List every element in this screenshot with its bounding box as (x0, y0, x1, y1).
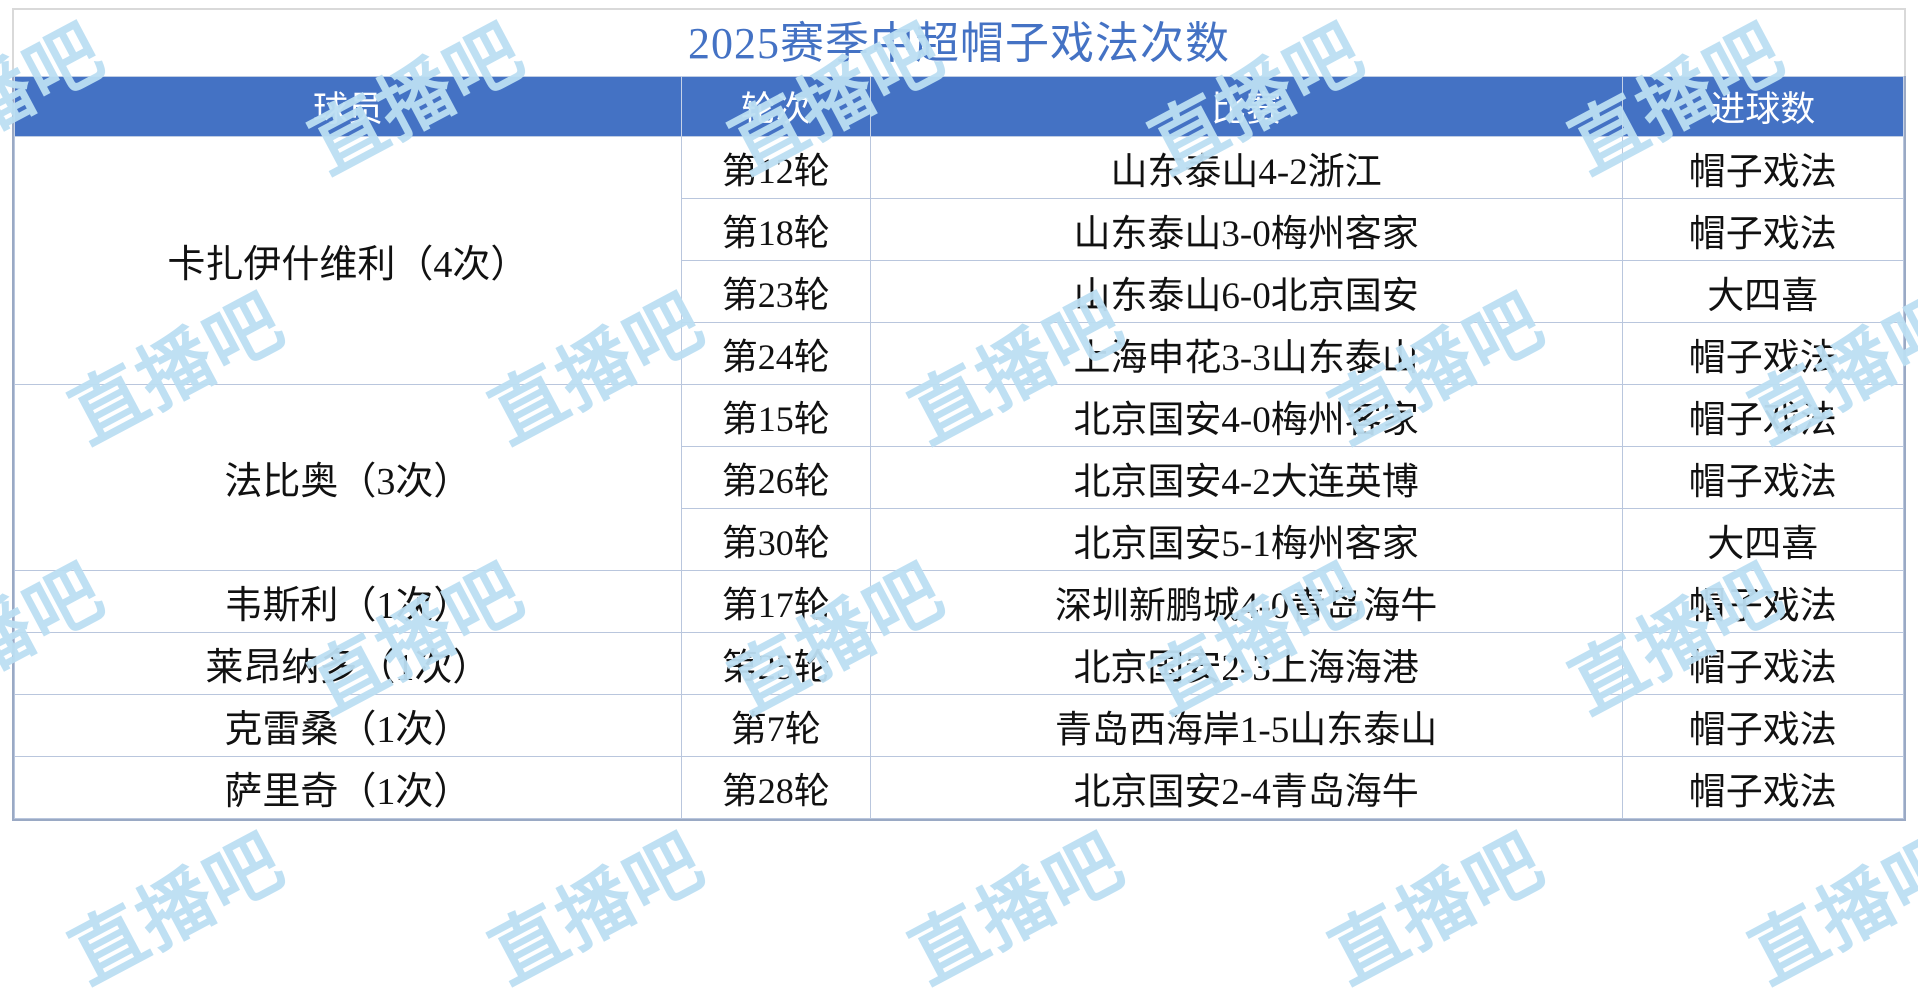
cell-round: 第30轮 (680, 508, 871, 571)
cell-goals: 帽子戏法 (1621, 384, 1905, 447)
cell-round: 第15轮 (680, 384, 871, 447)
cell-player: 韦斯利（1次） (14, 570, 682, 633)
cell-goals: 帽子戏法 (1621, 694, 1905, 757)
cell-player: 莱昂纳多（1次） (14, 632, 682, 695)
cell-round: 第23轮 (680, 260, 871, 323)
cell-player: 法比奥（3次） (14, 384, 682, 571)
cell-match: 北京国安5-1梅州客家 (869, 508, 1623, 571)
cell-match: 北京国安2-4青岛海牛 (869, 756, 1623, 819)
table-row: 萨里奇（1次） 第28轮 北京国安2-4青岛海牛 帽子戏法 (14, 756, 1905, 819)
table-row: 韦斯利（1次） 第17轮 深圳新鹏城4-0青岛海牛 帽子戏法 (14, 570, 1905, 633)
cell-goals: 帽子戏法 (1621, 198, 1905, 261)
cell-round: 第24轮 (680, 322, 871, 385)
table-wrapper: 球员 轮次 比赛 进球数 卡扎伊什维利（4次） 第12轮 山东泰山4-2浙江 帽子戏法… (12, 76, 1906, 821)
cell-round: 第18轮 (680, 198, 871, 261)
cell-match: 山东泰山6-0北京国安 (869, 260, 1623, 323)
cell-round: 第17轮 (680, 570, 871, 633)
table-row: 第26轮 北京国安4-2大连英博 帽子戏法 (15, 446, 1905, 509)
cell-goals: 帽子戏法 (1621, 322, 1905, 385)
cell-goals: 大四喜 (1621, 508, 1905, 571)
column-header-round: 轮次 (680, 76, 871, 137)
cell-goals: 帽子戏法 (1621, 136, 1905, 199)
cell-round: 第12轮 (680, 136, 871, 199)
cell-round: 第28轮 (680, 756, 871, 819)
header-row: 球员 轮次 比赛 进球数 (14, 76, 1905, 137)
column-header-player: 球员 (14, 76, 682, 137)
cell-goals: 帽子戏法 (1621, 446, 1905, 509)
cell-match: 上海申花3-3山东泰山 (869, 322, 1623, 385)
cell-match: 北京国安2-3上海海港 (869, 632, 1623, 695)
cell-goals: 帽子戏法 (1621, 570, 1905, 633)
table-row: 克雷桑（1次） 第7轮 青岛西海岸1-5山东泰山 帽子戏法 (14, 694, 1905, 757)
cell-goals: 大四喜 (1621, 260, 1905, 323)
cell-round: 第7轮 (680, 694, 871, 757)
table-row: 第30轮 北京国安5-1梅州客家 大四喜 (15, 508, 1905, 571)
cell-goals: 帽子戏法 (1621, 756, 1905, 819)
table-header: 球员 轮次 比赛 进球数 (14, 76, 1905, 137)
column-header-goals: 进球数 (1621, 76, 1905, 137)
cell-match: 山东泰山3-0梅州客家 (869, 198, 1623, 261)
cell-player: 克雷桑（1次） (14, 694, 682, 757)
cell-match: 深圳新鹏城4-0青岛海牛 (869, 570, 1623, 633)
table-row: 法比奥（3次） 第15轮 北京国安4-0梅州客家 帽子戏法 (14, 384, 1905, 571)
column-header-match: 比赛 (869, 76, 1623, 137)
cell-match: 北京国安4-0梅州客家 (869, 384, 1623, 447)
hattrick-table: 球员 轮次 比赛 进球数 卡扎伊什维利（4次） 第12轮 山东泰山4-2浙江 帽子戏法… (14, 76, 1905, 819)
cell-match: 青岛西海岸1-5山东泰山 (869, 694, 1623, 757)
cell-round: 第26轮 (680, 446, 871, 509)
table-row: 第18轮 山东泰山3-0梅州客家 帽子戏法 (15, 198, 1905, 261)
page-title: 2025赛季中超帽子戏法次数 (688, 19, 1230, 68)
table-row: 莱昂纳多（1次） 第25轮 北京国安2-3上海海港 帽子戏法 (14, 632, 1905, 695)
table-title-bar: 2025赛季中超帽子戏法次数 (12, 8, 1906, 76)
cell-match: 山东泰山4-2浙江 (869, 136, 1623, 199)
cell-goals: 帽子戏法 (1621, 632, 1905, 695)
table-row: 卡扎伊什维利（4次） 第12轮 山东泰山4-2浙江 帽子戏法 (14, 136, 1905, 385)
table-body: 卡扎伊什维利（4次） 第12轮 山东泰山4-2浙江 帽子戏法 第18轮 山东泰山3-0梅州… (14, 136, 1905, 819)
cell-match: 北京国安4-2大连英博 (869, 446, 1623, 509)
cell-player: 卡扎伊什维利（4次） (14, 136, 682, 385)
table-row: 第24轮 上海申花3-3山东泰山 帽子戏法 (15, 322, 1905, 385)
cell-round: 第25轮 (680, 632, 871, 695)
cell-player: 萨里奇（1次） (14, 756, 682, 819)
